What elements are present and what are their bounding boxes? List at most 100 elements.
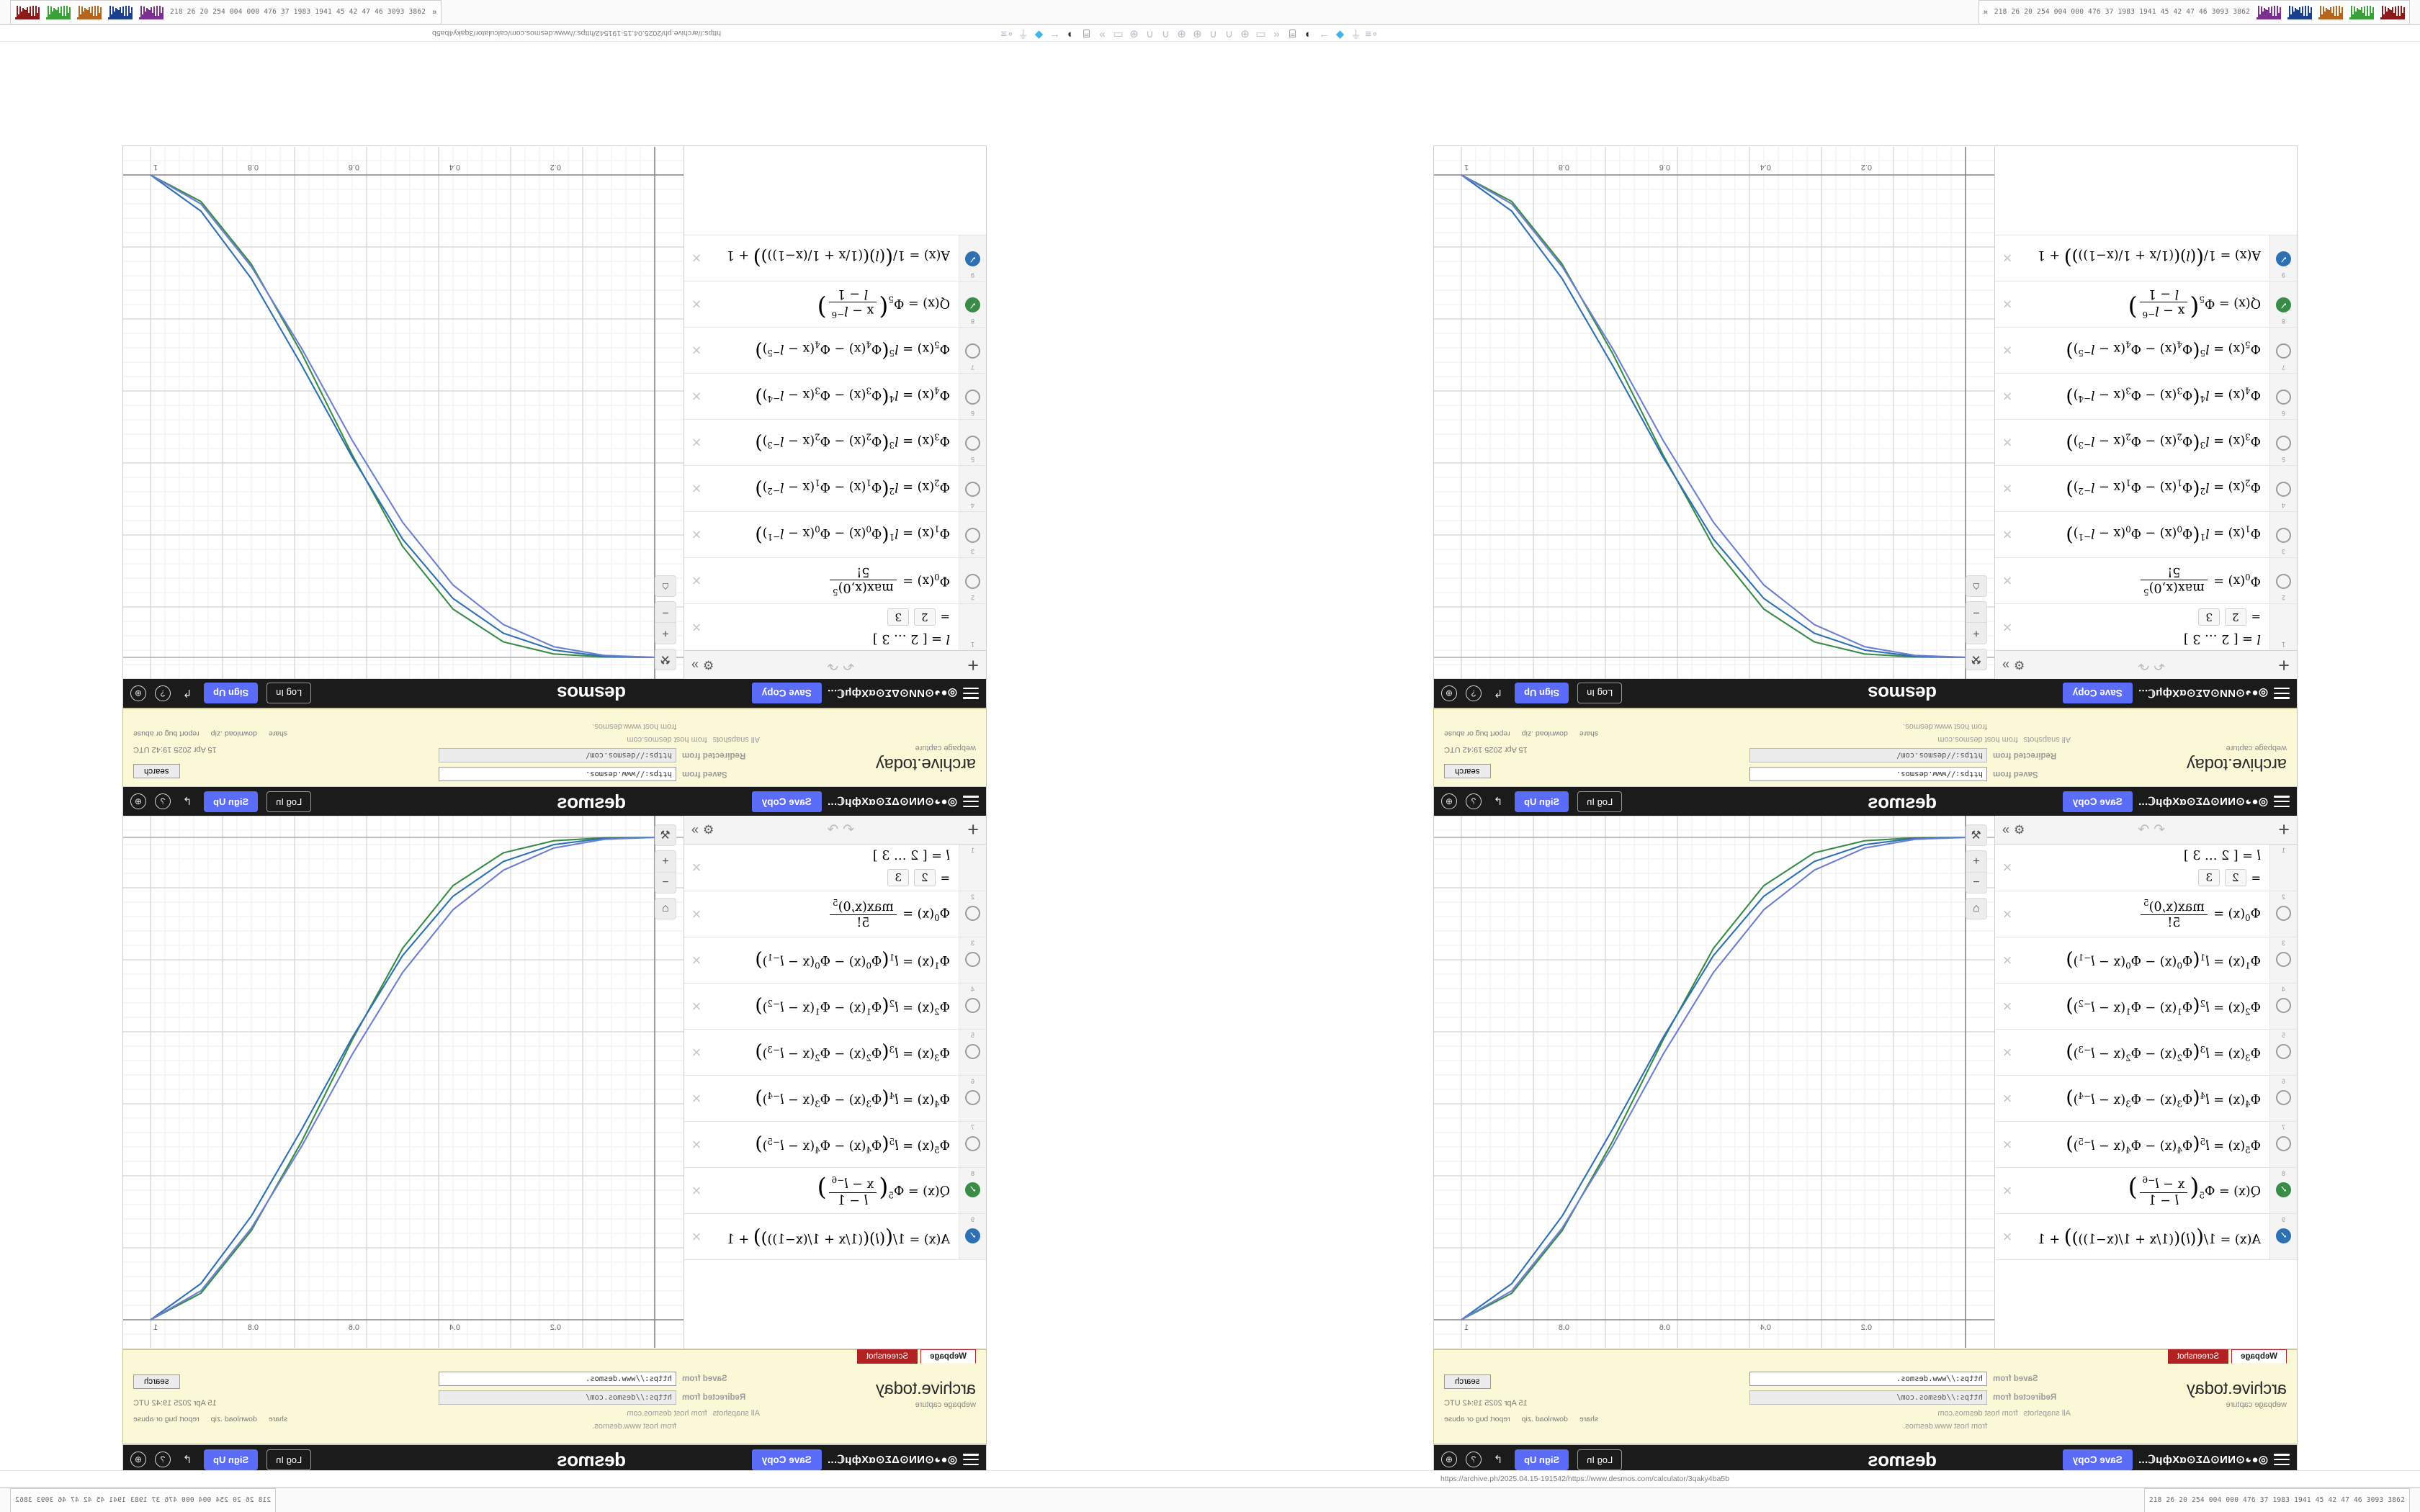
expression-visibility-toggle[interactable] bbox=[2276, 998, 2291, 1013]
expression-math[interactable]: Φ2(x) = l2(Φ1(x) − Φ1(x − l−2)) bbox=[2066, 995, 2261, 1017]
expression-math[interactable]: l = [ 2 … 3 ] bbox=[872, 849, 950, 863]
download-link[interactable]: download .zip bbox=[210, 1415, 257, 1423]
globe-icon[interactable]: ⊕ bbox=[1193, 28, 1202, 40]
sign-up-button[interactable]: Sign Up bbox=[1515, 683, 1569, 704]
trash-icon[interactable]: ⏚ bbox=[1017, 28, 1028, 41]
water-drop-icon[interactable]: ◆ bbox=[1034, 28, 1044, 40]
expression-visibility-toggle[interactable] bbox=[2276, 574, 2291, 589]
undo-icon[interactable]: ↶ bbox=[2154, 657, 2166, 672]
graph-pane[interactable]: 0.2 0.4 0.6 0.8 1 ⚒ +− ⌂ bbox=[1434, 816, 1994, 1349]
report-link[interactable]: report bug or abuse bbox=[133, 729, 200, 738]
expression-visibility-toggle[interactable] bbox=[965, 390, 980, 405]
globe-icon[interactable]: ⊕ bbox=[1441, 793, 1458, 809]
archive-logo[interactable]: archive.today bbox=[2187, 1379, 2287, 1398]
hamburger-icon[interactable] bbox=[2274, 796, 2290, 807]
expression-row[interactable]: 9 A(x) = 1/((l)((1/x + 1/(x−1)))) + 1 × bbox=[684, 1214, 986, 1260]
expression-math[interactable]: Φ2(x) = l2(Φ1(x) − Φ1(x − l−2)) bbox=[755, 477, 950, 500]
graph-pane[interactable]: 0.2 0.4 0.6 0.8 1 ⚒ +− ⌂ bbox=[123, 816, 684, 1349]
share-link[interactable]: share bbox=[1579, 729, 1599, 738]
graph-title[interactable]: ◎●◕⊙ΝΝ⊙ΔΣ⊙αХфμℂ... bbox=[827, 796, 957, 808]
expression-visibility-toggle[interactable] bbox=[2276, 390, 2291, 405]
tab-webpage[interactable]: Webpage bbox=[2231, 1349, 2287, 1364]
expression-row[interactable]: 7 Φ5(x) = l5(Φ4(x) − Φ4(x − l−5)) × bbox=[684, 327, 986, 373]
delete-expression-icon[interactable]: × bbox=[2002, 1089, 2012, 1107]
globe-icon[interactable]: ⊕ bbox=[130, 793, 147, 809]
delete-expression-icon[interactable]: × bbox=[2002, 1227, 2012, 1246]
undo-icon[interactable]: ↶ bbox=[2154, 822, 2166, 837]
delete-expression-icon[interactable]: × bbox=[691, 1181, 702, 1200]
wrench-icon[interactable]: ⚒ bbox=[1966, 824, 1987, 846]
snapshots-note-3[interactable]: from host www.desmos. bbox=[1903, 1422, 1987, 1431]
expression-math[interactable]: Φ1(x) = l1(Φ0(x) − Φ0(x − l−1)) bbox=[2066, 523, 2261, 546]
redo-icon[interactable]: ↷ bbox=[2138, 657, 2150, 672]
snapshots-note-3[interactable]: from host www.desmos. bbox=[1903, 722, 1987, 731]
expression-visibility-toggle[interactable] bbox=[2276, 251, 2291, 266]
log-in-button[interactable]: Log In bbox=[266, 683, 312, 704]
expression-math[interactable]: Φ5(x) = l5(Φ4(x) − Φ4(x − l−5)) bbox=[755, 339, 950, 361]
share-icon[interactable]: ↱ bbox=[182, 687, 192, 699]
sign-up-button[interactable]: Sign Up bbox=[1515, 1449, 1569, 1470]
zoom-in-button[interactable]: + bbox=[1966, 850, 1987, 872]
expression-row[interactable]: 3 Φ1(x) = l1(Φ0(x) − Φ0(x − l−1)) × bbox=[1995, 511, 2297, 557]
gear-icon[interactable]: ⚙ bbox=[703, 658, 714, 672]
globe-icon[interactable]: ⊕ bbox=[1240, 28, 1250, 40]
snapshots-note-1[interactable]: All snapshots bbox=[712, 735, 760, 744]
expression-row[interactable]: 8 Q(x) = Φ5(x − l−6l − 1) × bbox=[684, 1168, 986, 1214]
browser-page-bottom-right[interactable]: ◎●◕⊙ΝΝ⊙ΔΣ⊙αХфμℂ... Save Copy desmos Log In S… bbox=[1311, 786, 2420, 1512]
gear-icon[interactable]: ⚙ bbox=[703, 822, 714, 837]
redirected-from-input[interactable]: https://desmos.com/ bbox=[439, 1390, 676, 1405]
delete-expression-icon[interactable]: × bbox=[691, 904, 702, 923]
delete-expression-icon[interactable]: × bbox=[691, 526, 702, 544]
arrow-left-icon[interactable]: ← bbox=[1319, 27, 1330, 40]
delete-expression-icon[interactable]: × bbox=[2002, 387, 2012, 406]
expression-visibility-toggle[interactable] bbox=[965, 998, 980, 1013]
redirected-from-input[interactable]: https://desmos.com/ bbox=[439, 748, 676, 762]
undo-icon[interactable]: ↶ bbox=[843, 822, 855, 837]
share-icon[interactable]: ↱ bbox=[1493, 687, 1503, 699]
download-link[interactable]: download .zip bbox=[1521, 1415, 1568, 1423]
graph-title[interactable]: ◎●◕⊙ΝΝ⊙ΔΣ⊙αХфμℂ... bbox=[827, 687, 957, 699]
save-copy-button[interactable]: Save Copy bbox=[751, 683, 822, 704]
redo-icon[interactable]: ↷ bbox=[827, 657, 839, 672]
question-circle-icon[interactable]: ? bbox=[155, 685, 171, 701]
expression-visibility-toggle[interactable] bbox=[2276, 1044, 2291, 1059]
sign-up-button[interactable]: Sign Up bbox=[204, 1449, 259, 1470]
slider-value-min[interactable]: 2 bbox=[2225, 608, 2246, 626]
tab-screenshot[interactable]: Screenshot bbox=[856, 1349, 918, 1364]
expression-visibility-toggle[interactable] bbox=[965, 251, 980, 266]
expression-math[interactable]: Φ2(x) = l2(Φ1(x) − Φ1(x − l−2)) bbox=[2066, 477, 2261, 500]
delete-expression-icon[interactable]: × bbox=[2002, 572, 2012, 590]
slider-value-max[interactable]: 3 bbox=[887, 869, 910, 886]
expression-row[interactable]: 3 Φ1(x) = l1(Φ0(x) − Φ0(x − l−1)) × bbox=[684, 937, 986, 984]
delete-expression-icon[interactable]: × bbox=[2002, 996, 2012, 1015]
save-copy-button[interactable]: Save Copy bbox=[751, 791, 822, 812]
expression-visibility-toggle[interactable] bbox=[2276, 343, 2291, 359]
report-link[interactable]: report bug or abuse bbox=[133, 1415, 200, 1423]
search-button[interactable]: search bbox=[1444, 764, 1491, 778]
sign-up-button[interactable]: Sign Up bbox=[204, 683, 259, 704]
archive-logo[interactable]: archive.today bbox=[876, 1379, 976, 1398]
share-icon[interactable]: ↱ bbox=[182, 796, 192, 808]
firefox-icon[interactable]: ◐ bbox=[1304, 27, 1312, 40]
expression-visibility-toggle[interactable] bbox=[965, 528, 980, 543]
expression-visibility-toggle[interactable] bbox=[2276, 1136, 2291, 1151]
expression-row[interactable]: 5 Φ3(x) = l3(Φ2(x) − Φ2(x − l−3)) × bbox=[1995, 1030, 2297, 1076]
search-button[interactable]: search bbox=[133, 1374, 180, 1389]
hamburger-icon[interactable] bbox=[2274, 688, 2290, 699]
expression-visibility-toggle[interactable] bbox=[965, 343, 980, 359]
download-link[interactable]: download .zip bbox=[1521, 729, 1568, 738]
zoom-out-button[interactable]: − bbox=[1966, 601, 1987, 623]
share-icon[interactable]: ↱ bbox=[1493, 796, 1503, 808]
slider-value-min[interactable]: 2 bbox=[914, 608, 936, 626]
expression-visibility-toggle[interactable] bbox=[965, 906, 980, 921]
share-icon[interactable]: ↱ bbox=[1493, 1454, 1503, 1466]
wrench-icon[interactable]: ⚒ bbox=[1966, 649, 1987, 670]
settings-sliders-icon[interactable]: ≡∘ bbox=[1365, 28, 1379, 40]
globe-icon[interactable]: ⊕ bbox=[1129, 28, 1139, 40]
trash-icon[interactable]: ⏚ bbox=[1350, 28, 1361, 41]
